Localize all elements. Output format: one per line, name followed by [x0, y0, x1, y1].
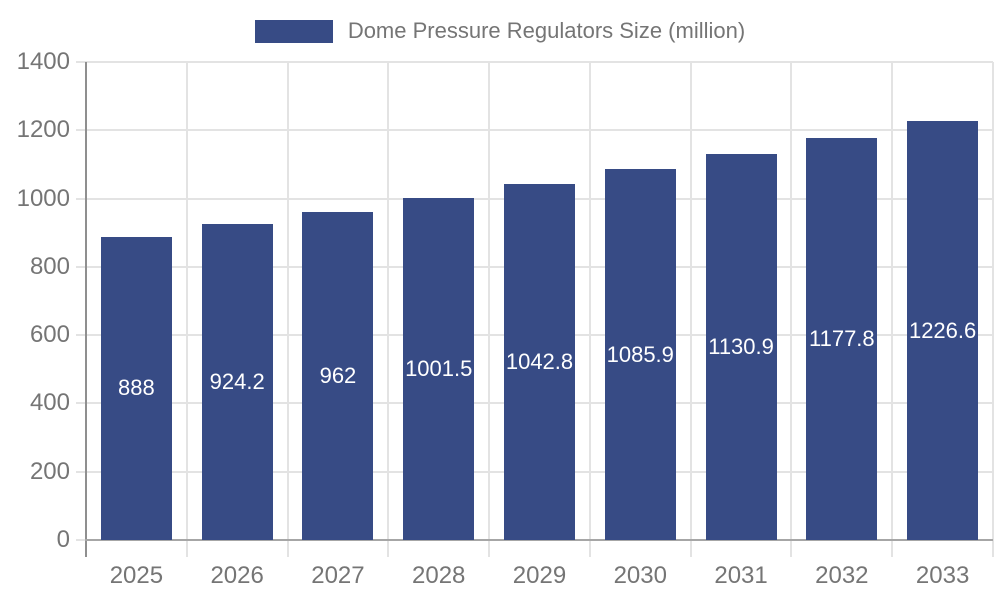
chart-legend: Dome Pressure Regulators Size (million) — [0, 18, 1000, 44]
x-gridline — [185, 62, 188, 557]
x-gridline — [891, 62, 894, 557]
x-gridline — [488, 62, 491, 557]
bar-2032[interactable] — [806, 137, 878, 540]
x-tick-label: 2030 — [613, 562, 667, 589]
x-axis-line — [85, 539, 993, 541]
x-gridline — [790, 62, 793, 557]
x-tick-label: 2026 — [210, 562, 264, 589]
bar-value-label: 924.2 — [209, 369, 265, 395]
y-tick-label: 0 — [56, 526, 70, 553]
bar-value-label: 888 — [118, 375, 155, 401]
x-gridline — [588, 62, 591, 557]
x-tick-label: 2032 — [815, 562, 869, 589]
y-tick-label: 600 — [29, 321, 70, 349]
x-gridline — [286, 62, 289, 557]
x-tick-label: 2025 — [109, 562, 164, 589]
bar-2033[interactable] — [907, 121, 979, 540]
y-gridline — [76, 129, 993, 132]
bar-2026[interactable] — [201, 224, 273, 540]
bar-2031[interactable] — [705, 153, 777, 540]
bar-2028[interactable] — [403, 198, 475, 540]
bar-2030[interactable] — [604, 169, 676, 540]
y-tick-label: 1400 — [16, 48, 70, 75]
x-gridline — [992, 62, 994, 557]
bar-value-label: 1001.5 — [405, 356, 473, 382]
bar-value-label: 1177.8 — [809, 325, 875, 351]
bar-value-label: 962 — [319, 362, 357, 388]
bar-2025[interactable] — [100, 236, 172, 540]
x-tick-label: 2031 — [714, 562, 768, 589]
bar-2029[interactable] — [504, 183, 575, 540]
y-gridline — [76, 61, 993, 63]
bar-2027[interactable] — [302, 211, 374, 540]
bar-value-label: 1130.9 — [708, 333, 774, 359]
bar-value-label: 1085.9 — [606, 341, 674, 367]
x-gridline — [387, 62, 390, 557]
x-tick-label: 2028 — [412, 562, 466, 589]
y-tick-label: 1200 — [16, 116, 70, 144]
legend-label: Dome Pressure Regulators Size (million) — [347, 18, 746, 43]
y-tick-label: 200 — [29, 457, 70, 485]
y-tick-label: 800 — [29, 252, 70, 280]
y-tick-label: 400 — [29, 389, 70, 417]
y-tick-label: 1000 — [16, 184, 70, 212]
bar-value-label: 1042.8 — [505, 348, 574, 374]
x-tick-label: 2033 — [915, 562, 970, 589]
y-axis-line — [85, 62, 87, 557]
x-tick-label: 2027 — [311, 562, 365, 589]
x-tick-label: 2029 — [512, 562, 567, 589]
legend-color-swatch — [254, 19, 333, 43]
x-gridline — [689, 62, 692, 557]
bar-value-label: 1226.6 — [908, 317, 977, 343]
